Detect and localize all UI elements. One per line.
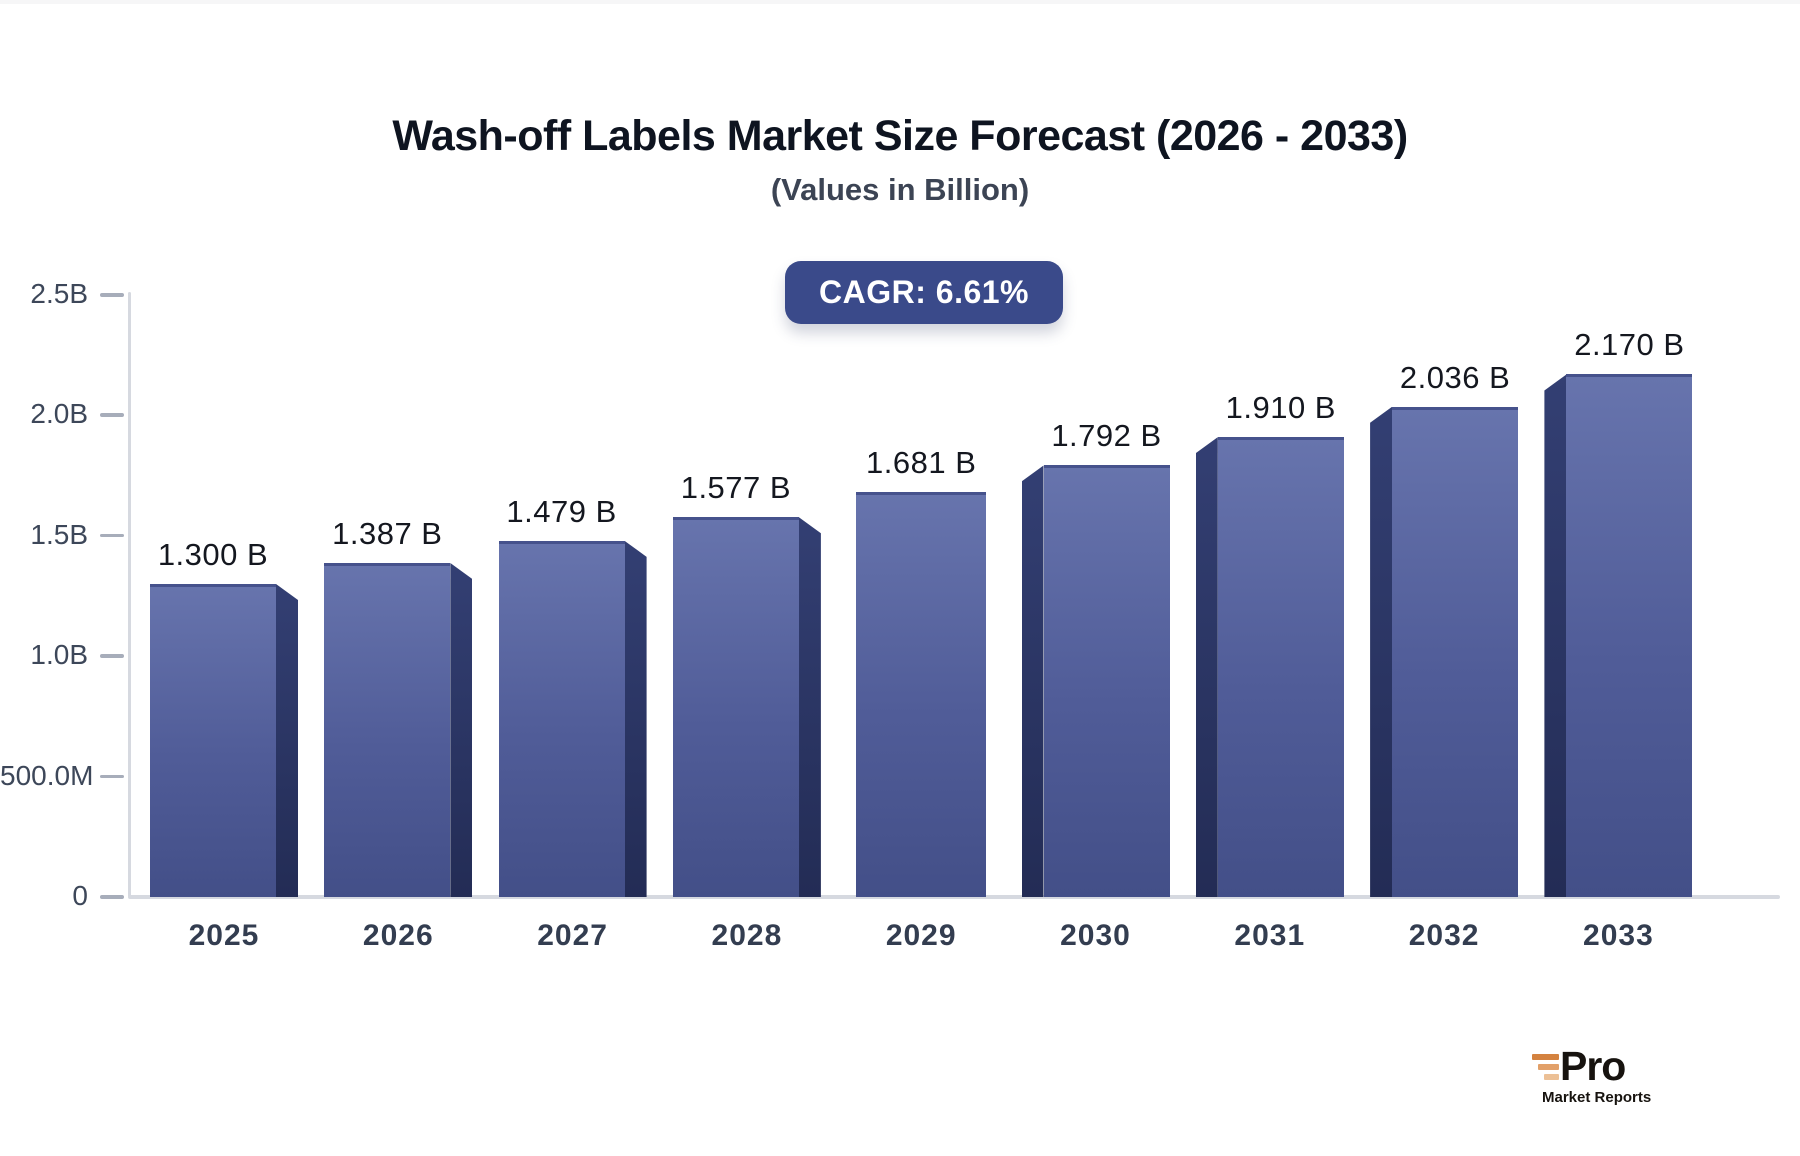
y-tick-dash	[100, 413, 124, 417]
bar-side	[1544, 374, 1567, 897]
y-tick-dash	[100, 293, 124, 297]
bar-value-label: 2.170 B	[1574, 327, 1685, 363]
bar-side	[1021, 465, 1044, 897]
bar-value-label: 1.577 B	[680, 470, 792, 506]
bar-value-label: 2.036 B	[1399, 359, 1511, 395]
bar-face	[1566, 374, 1693, 897]
y-tick-label: 2.5B	[30, 278, 88, 309]
x-axis-label: 2030	[1060, 919, 1131, 952]
bar-side	[1195, 437, 1218, 897]
x-axis-label: 2031	[1234, 919, 1306, 952]
bar-side	[450, 563, 473, 897]
y-tick-label: 0	[72, 880, 88, 911]
logo-tagline: Market Reports	[1542, 1089, 1652, 1106]
bar-face	[324, 563, 451, 897]
x-axis-label: 2033	[1583, 919, 1654, 952]
y-tick-dash	[100, 895, 124, 899]
y-tick-label: 500.0M	[0, 759, 94, 791]
bar-face	[672, 517, 799, 897]
bar-face	[1392, 406, 1519, 897]
bar-value-label: 1.910 B	[1225, 390, 1336, 426]
x-axis-label: 2032	[1408, 919, 1480, 952]
x-axis-label: 2029	[885, 919, 957, 952]
y-tick-label: 1.0B	[30, 639, 88, 671]
chart-subtitle: (Values in Billion)	[770, 172, 1030, 207]
x-axis-label: 2025	[188, 919, 260, 952]
bar-face	[1217, 437, 1344, 897]
y-axis-line	[128, 292, 131, 897]
x-axis-label: 2027	[537, 919, 608, 952]
x-axis-line	[128, 895, 1780, 899]
bar-side	[624, 540, 647, 897]
y-tick-label: 1.5B	[30, 518, 88, 550]
cagr-badge: CAGR: 6.61%	[785, 261, 1063, 324]
bar-face	[498, 540, 625, 897]
y-tick-dash	[100, 774, 124, 779]
bar-value-label: 1.387 B	[332, 516, 443, 551]
brand-logo: Pro Market Reports	[1532, 1046, 1712, 1106]
bar-value-label: 1.300 B	[157, 536, 269, 572]
bar-value-label: 1.681 B	[866, 445, 977, 481]
logo-bar-icon	[1544, 1073, 1559, 1080]
bar-side	[1370, 406, 1393, 897]
bar-face	[856, 492, 987, 897]
logo-bar-icon	[1538, 1063, 1559, 1070]
y-tick-dash	[100, 533, 124, 538]
bar-side	[276, 583, 298, 897]
y-tick-label: 2.0B	[30, 398, 88, 430]
logo-name: Pro	[1560, 1043, 1626, 1089]
y-tick-dash	[100, 654, 124, 658]
logo-row: Pro	[1532, 1046, 1712, 1087]
logo-bar-icon	[1532, 1053, 1559, 1060]
bar-face	[1043, 465, 1170, 897]
x-axis-label: 2026	[362, 919, 434, 952]
bar-side	[798, 517, 821, 897]
bar-face	[150, 583, 276, 897]
bar-value-label: 1.479 B	[506, 493, 617, 529]
logo-bars-icon	[1532, 1053, 1559, 1080]
chart-title: Wash-off Labels Market Size Forecast (20…	[392, 112, 1408, 160]
x-axis-label: 2028	[711, 919, 783, 952]
bar-value-label: 1.792 B	[1051, 418, 1162, 454]
